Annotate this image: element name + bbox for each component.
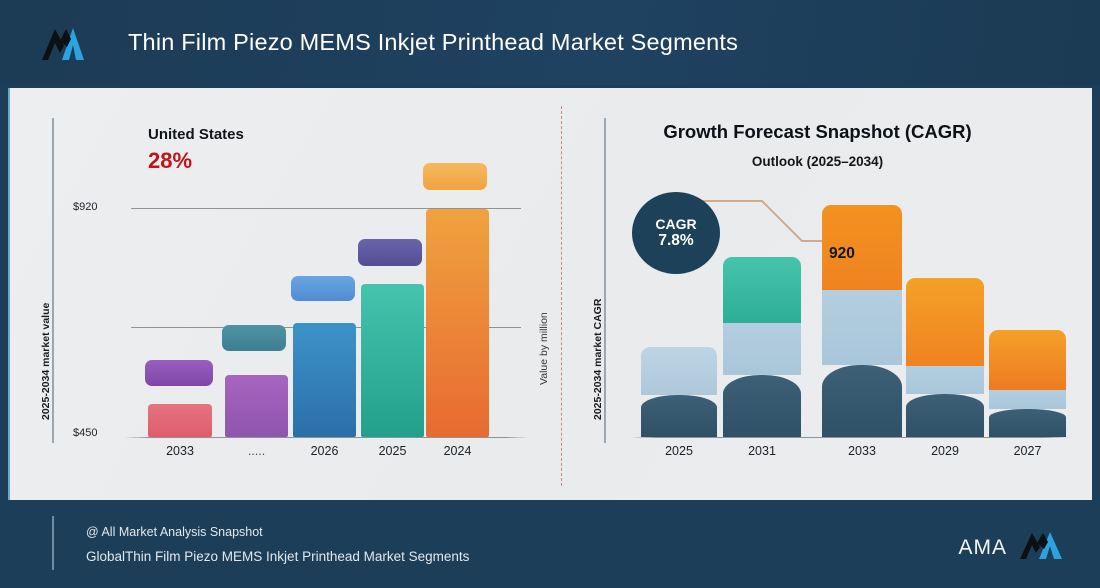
right-chart-subtitle: Outlook (2025–2034) <box>751 154 884 169</box>
segment-base-2027 <box>989 409 1066 437</box>
footer-bar <box>0 500 1100 588</box>
gridline-upper <box>131 208 521 209</box>
bar-2025 <box>361 284 424 437</box>
segment-top-2025 <box>641 347 717 395</box>
segment-base-2033 <box>822 365 902 437</box>
xlabel-left-3: 2025 <box>378 444 407 458</box>
cagr-badge: CAGR 7.8% <box>632 192 720 274</box>
xlabel-right-0: 2025 <box>665 444 693 458</box>
xlabel-left-1: ..... <box>247 444 266 458</box>
stacked-bar-2027 <box>989 330 1066 437</box>
left-y-axis-caption: 2025-2034 market value <box>40 302 52 420</box>
segment-mid-2027 <box>989 390 1066 409</box>
xlabel-left-0: 2033 <box>166 444 194 458</box>
segment-mid-2029 <box>906 366 984 394</box>
xlabel-left-4: 2024 <box>443 444 472 458</box>
value-by-million-caption: Value by million <box>538 312 550 385</box>
segment-top-2031 <box>723 257 801 323</box>
left-y-axis-line <box>52 118 54 443</box>
header-bar: Thin Film Piezo MEMS Inkjet Printhead Ma… <box>0 0 1100 85</box>
ama-mountain-logo-icon <box>40 23 86 63</box>
xlabel-right-4: 2027 <box>1013 444 1042 458</box>
segment-top-2027 <box>989 330 1066 390</box>
right-chart-title: Growth Forecast Snapshot (CAGR) <box>663 121 972 142</box>
bar-cap-4 <box>423 163 487 190</box>
region-label: United States <box>148 126 244 143</box>
panel-divider <box>561 106 562 486</box>
bar-2026 <box>293 323 356 437</box>
segment-top-2033 <box>822 205 902 290</box>
xlabel-right-3: 2029 <box>931 444 959 458</box>
stacked-bar-2031 <box>723 257 801 437</box>
cagr-badge-label: CAGR <box>655 215 697 232</box>
left-baseline <box>124 437 529 438</box>
stacked-bar-2025 <box>641 347 717 437</box>
footer-brand: AMA <box>958 528 1064 567</box>
page-title: Thin Film Piezo MEMS Inkjet Printhead Ma… <box>128 29 739 55</box>
bar-value-2033: 920 <box>829 245 855 262</box>
xlabel-left-2: 2026 <box>310 444 339 458</box>
footer-report-line: GlobalThin Film Piezo MEMS Inkjet Printh… <box>86 549 470 564</box>
right-y-axis-line <box>604 118 606 443</box>
footer-brand-word: AMA <box>958 535 1007 559</box>
footer-divider <box>52 516 54 570</box>
bar-2024 <box>426 209 489 437</box>
bar-dots <box>225 375 288 437</box>
tick-label-high: $920 <box>73 201 98 213</box>
xlabel-right-2: 2033 <box>848 444 876 458</box>
segment-mid-2031 <box>723 323 801 375</box>
bar-cap-0 <box>145 360 213 386</box>
cagr-badge-value: 7.8% <box>658 232 694 250</box>
tick-label-low: $450 <box>73 427 98 439</box>
bar-cap-3 <box>358 239 422 266</box>
segment-base-2025 <box>641 395 717 437</box>
bar-2033 <box>148 404 212 437</box>
segment-base-2029 <box>906 394 984 437</box>
footer-source-line: @ All Market Analysis Snapshot <box>86 525 263 539</box>
segment-mid-2033 <box>822 290 902 365</box>
right-baseline <box>630 437 1070 438</box>
segment-base-2031 <box>723 375 801 437</box>
bar-cap-1 <box>222 325 286 351</box>
stacked-bar-2029 <box>906 278 984 437</box>
right-y-axis-caption: 2025-2034 market CAGR <box>592 298 604 420</box>
bar-cap-2 <box>291 276 355 301</box>
stacked-bar-2033 <box>822 205 902 437</box>
xlabel-right-1: 2031 <box>748 444 776 458</box>
ama-mountain-logo-icon <box>1018 528 1064 567</box>
region-percent: 28% <box>148 148 193 173</box>
segment-top-2029 <box>906 278 984 366</box>
